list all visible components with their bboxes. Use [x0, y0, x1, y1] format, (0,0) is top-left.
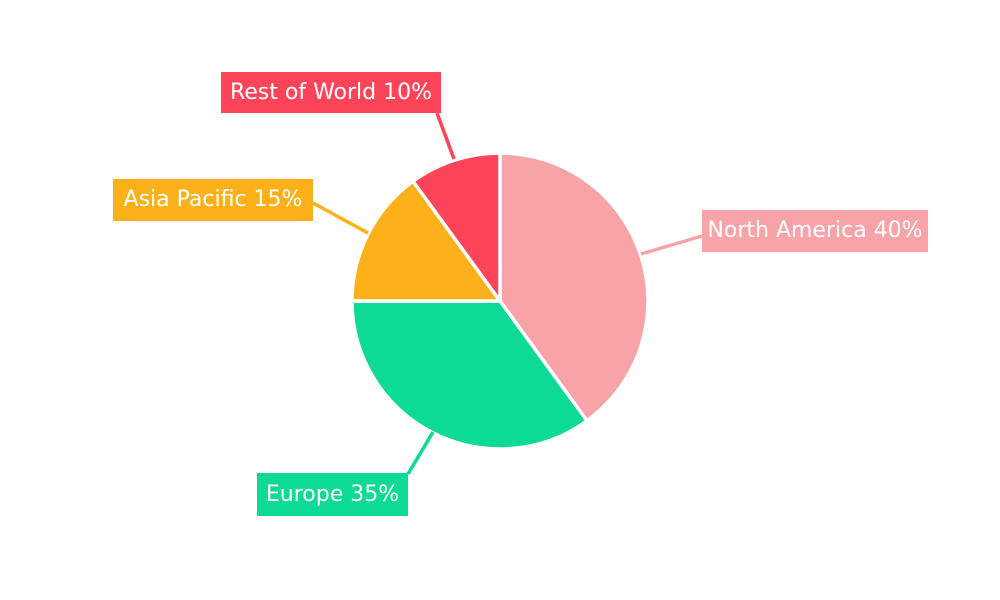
label-line-asia-pacific: [312, 201, 369, 235]
pie-slice-rest-of-world[interactable]: [411, 151, 502, 303]
pie-label-europe: Europe 35%: [257, 473, 408, 516]
label-line-north-america: [640, 234, 703, 256]
label-line-rest-of-world: [435, 112, 456, 160]
pie-label-rest-of-world: Rest of World 10%: [221, 72, 441, 113]
pie-slice-asia-pacific[interactable]: [350, 179, 502, 303]
pie-label-north-america: North America 40%: [702, 210, 928, 252]
pie-label-asia-pacific: Asia Pacific 15%: [113, 179, 313, 221]
label-line-europe: [406, 431, 435, 475]
pie-slice-north-america[interactable]: [498, 151, 650, 423]
